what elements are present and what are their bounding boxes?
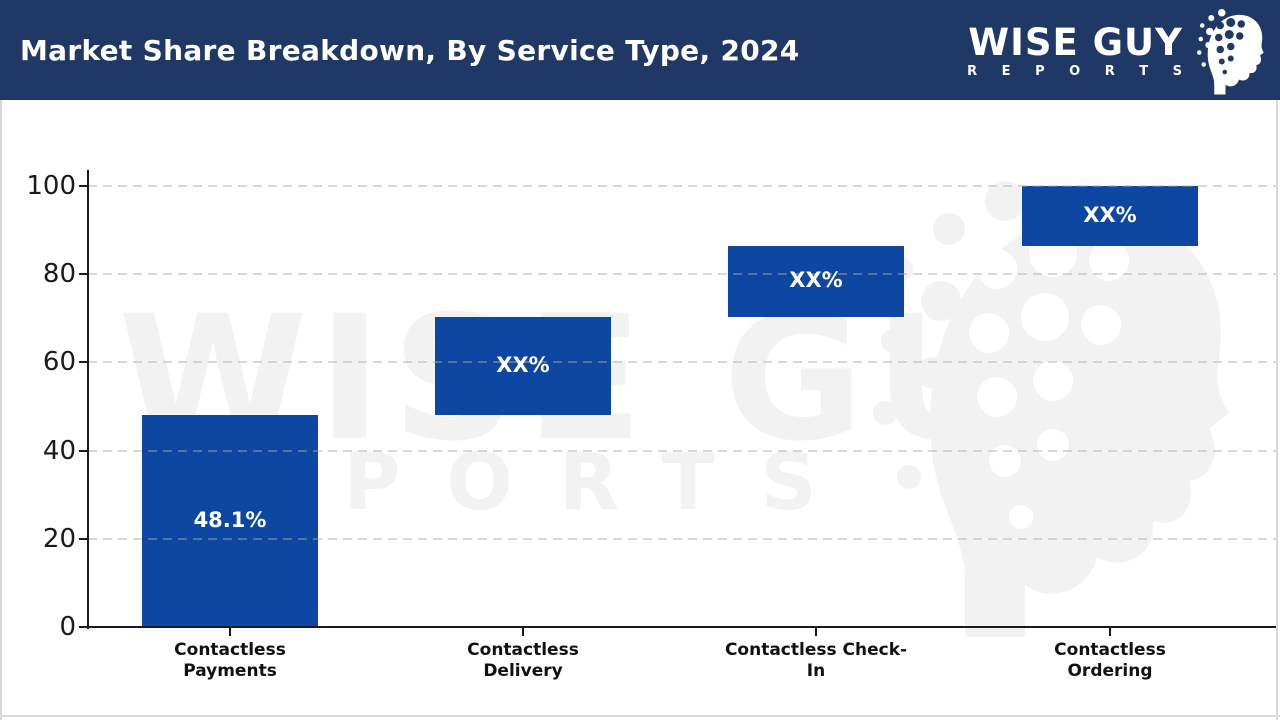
head-profile-icon [1197, 9, 1264, 95]
x-axis-tick [815, 628, 817, 636]
y-axis-tick [79, 449, 87, 452]
gridline [88, 361, 1276, 364]
y-axis-tick-label: 100 [26, 171, 76, 201]
bar-value-label: XX% [496, 352, 550, 377]
x-axis-category-label: Contactless Check- In [701, 640, 931, 682]
x-axis-category-label-line: Payments [183, 661, 277, 681]
bar-value-label: 48.1% [193, 507, 267, 532]
x-axis-tick [522, 628, 524, 636]
x-axis-category-label: Contactless Ordering [995, 640, 1225, 682]
y-axis-tick [79, 626, 87, 628]
x-axis-category-label-line: In [806, 661, 826, 681]
x-axis-category-label-line: Ordering [1067, 661, 1153, 681]
y-axis-tick [79, 185, 87, 187]
brand-subname: R E P O R T S [967, 64, 1192, 79]
figure-bottom-border [0, 715, 1280, 717]
y-axis-tick-label: 0 [59, 612, 76, 642]
y-axis-tick [79, 361, 87, 364]
page-title: Market Share Breakdown, By Service Type,… [20, 33, 800, 67]
y-axis-tick-label: 40 [42, 435, 76, 466]
y-axis-tick-label: 80 [42, 259, 76, 290]
y-axis-tick [79, 537, 87, 540]
gridline [88, 449, 1276, 452]
gridline [88, 185, 1276, 187]
y-axis-spine [87, 170, 89, 629]
brand-logo: WISE GUY R E P O R T S [959, 21, 1192, 80]
gridline [88, 537, 1276, 540]
waterfall-bar [1022, 186, 1198, 247]
bar-value-label: XX% [1083, 203, 1137, 228]
x-axis-category-label-line: Contactless [467, 640, 579, 660]
waterfall-bar [728, 246, 904, 317]
y-axis-tick-label: 60 [42, 347, 76, 378]
x-axis-category-label: Contactless Payments [115, 640, 345, 682]
waterfall-bar [142, 414, 318, 627]
gridline [88, 273, 1276, 276]
header-bar: Market Share Breakdown, By Service Type,… [0, 0, 1280, 100]
figure-right-border [1276, 100, 1278, 720]
waterfall-bar [435, 316, 611, 415]
y-axis-tick-label: 20 [42, 523, 76, 554]
x-axis-tick [229, 628, 231, 636]
y-axis-tick [79, 273, 87, 276]
x-axis-category-label-line: Contactless Check- [724, 640, 908, 660]
x-axis-category-label-line: Contactless [1054, 640, 1166, 660]
x-axis-category-label: Contactless Delivery [408, 640, 638, 682]
x-axis-spine [87, 626, 1276, 628]
brand-name: WISE GUY [968, 21, 1183, 64]
x-axis-tick [1109, 628, 1111, 636]
figure-left-border [0, 100, 2, 720]
x-axis-category-label-line: Contactless [174, 640, 286, 660]
bar-value-label: XX% [789, 268, 843, 293]
x-axis-category-label-line: Delivery [483, 661, 563, 681]
